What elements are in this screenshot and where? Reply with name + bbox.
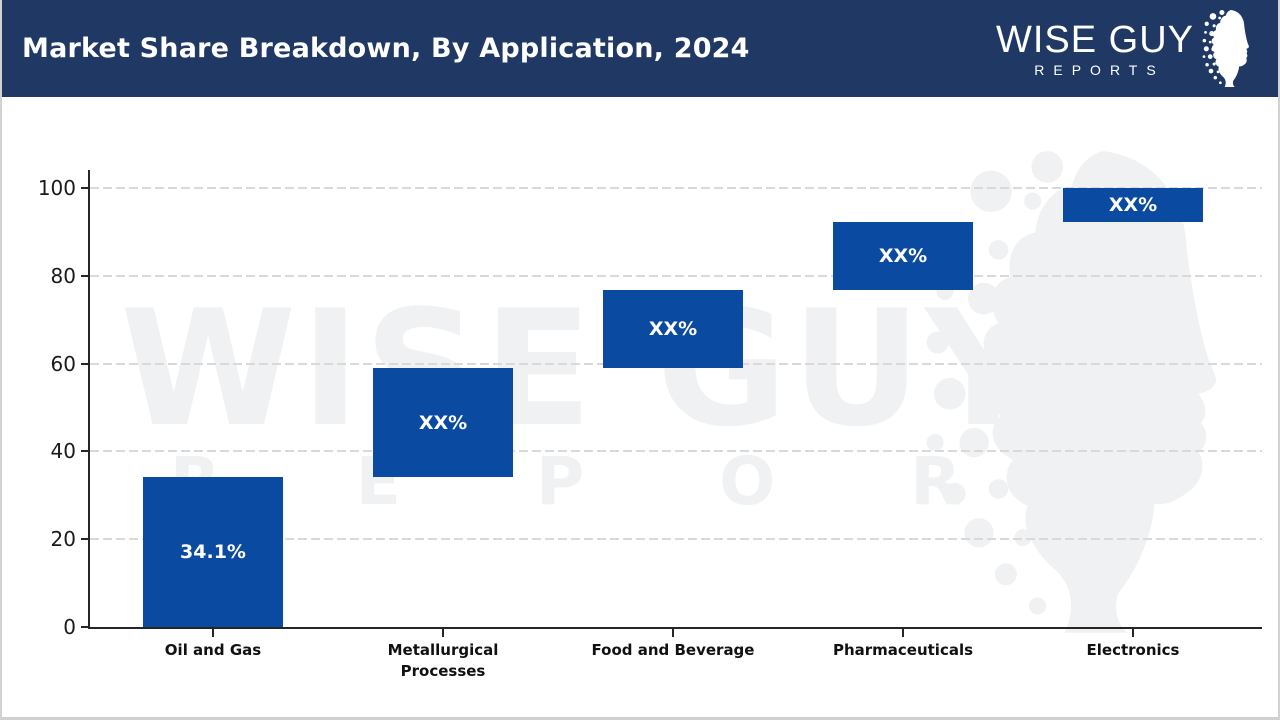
x-axis-label-0: Oil and Gas xyxy=(164,641,262,659)
bar-pharmaceuticals: XX% xyxy=(833,221,973,290)
gridline-y-100 xyxy=(90,187,1262,189)
bar-value-label: XX% xyxy=(648,317,698,340)
y-tick-label-100: 100 xyxy=(37,176,76,200)
x-axis-label-4: Electronics xyxy=(1086,641,1180,659)
watermark-wordmark: WISE GUY xyxy=(120,275,1046,462)
x-tick-mark-0 xyxy=(212,629,214,637)
bar-food-and-beverage: XX% xyxy=(603,289,743,368)
x-tick-mark-4 xyxy=(1132,629,1134,637)
y-tick-mark-20 xyxy=(81,538,89,541)
waterfall-chart: WISE GUY R E P O R T S 0 20 40 60 80 100 34.1%… xyxy=(2,97,1278,717)
bar-value-label: XX% xyxy=(418,411,468,434)
bar-oil-and-gas: 34.1% xyxy=(143,477,283,627)
bar-value-label: XX% xyxy=(1108,193,1158,216)
bar-value-label: XX% xyxy=(878,244,928,267)
gridline-y-20 xyxy=(90,538,1262,541)
x-tick-mark-3 xyxy=(902,629,904,637)
bar-metallurgical-processes: XX% xyxy=(373,367,513,478)
y-tick-mark-80 xyxy=(81,274,89,277)
y-tick-mark-100 xyxy=(81,187,89,189)
y-tick-label-40: 40 xyxy=(50,439,76,464)
y-tick-label-20: 20 xyxy=(50,527,76,552)
logo-wordmark: WISE GUY xyxy=(995,18,1194,61)
x-axis-label-1: Metallurgical Processes xyxy=(387,641,499,680)
logo-text: WISE GUY REPORTS xyxy=(996,21,1194,77)
y-tick-label-0: 0 xyxy=(63,615,76,639)
bar-value-label: 34.1% xyxy=(180,541,246,564)
x-tick-mark-2 xyxy=(672,629,674,637)
x-axis-label-3: Pharmaceuticals xyxy=(832,641,974,659)
x-axis-line xyxy=(88,627,1262,629)
gridline-y-40 xyxy=(90,450,1262,453)
x-tick-mark-1 xyxy=(442,629,444,637)
bar-electronics: XX% xyxy=(1063,188,1203,222)
y-axis-line xyxy=(88,170,90,629)
y-tick-label-60: 60 xyxy=(50,351,76,376)
wise-guy-reports-logo: WISE GUY REPORTS xyxy=(996,9,1258,89)
logo-subtitle: REPORTS xyxy=(1034,61,1165,78)
y-tick-mark-40 xyxy=(81,450,89,453)
y-tick-mark-0 xyxy=(81,626,89,628)
gridline-y-80 xyxy=(90,274,1262,277)
y-tick-label-80: 80 xyxy=(50,263,76,288)
header-bar: Market Share Breakdown, By Application, … xyxy=(2,0,1278,97)
x-axis-label-2: Food and Beverage xyxy=(591,641,755,659)
chart-title: Market Share Breakdown, By Application, … xyxy=(22,33,750,64)
y-tick-mark-60 xyxy=(81,362,89,365)
logo-face-icon xyxy=(1202,9,1249,87)
